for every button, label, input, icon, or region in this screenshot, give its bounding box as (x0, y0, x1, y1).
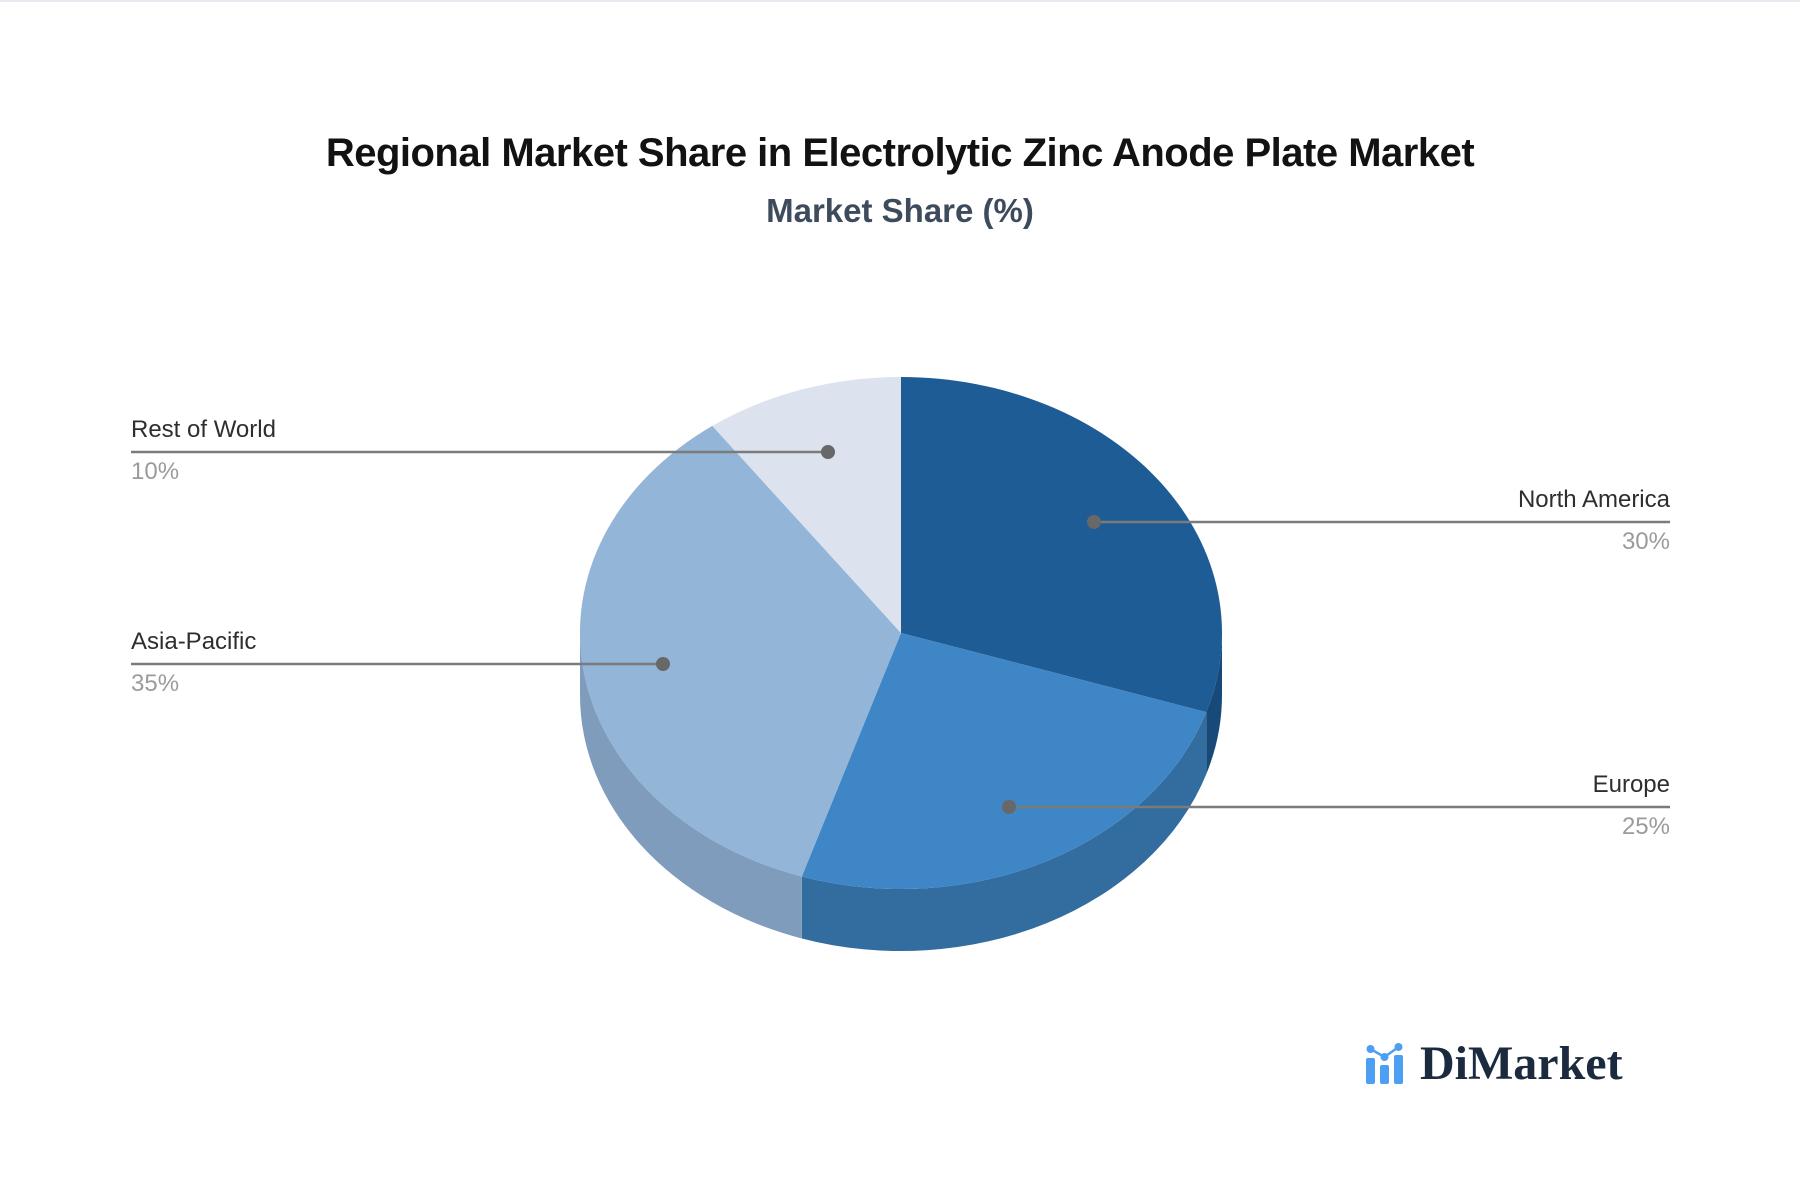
value-north-america: 30% (1621, 528, 1670, 555)
pie-slice-side-asia-pacific (580, 633, 802, 939)
pie-slice-north-america[interactable] (901, 377, 1223, 713)
leader-dot-rest-of-world (821, 445, 835, 459)
label-asia-pacific: Asia-Pacific (131, 628, 257, 655)
bar-chart-icon (1366, 1043, 1403, 1084)
pie-slice-rest-of-world[interactable] (712, 377, 901, 633)
leader-dot-europe (1002, 800, 1016, 814)
pie-slice-asia-pacific[interactable] (579, 425, 901, 877)
dimarket-logo: DiMarket (1363, 1037, 1623, 1090)
value-asia-pacific: 35% (131, 670, 180, 697)
pie-slice-side-north-america (1206, 633, 1222, 775)
leader-dot-asia-pacific (656, 657, 670, 671)
label-rest-of-world: Rest of World (131, 416, 276, 443)
value-rest-of-world: 10% (131, 458, 180, 485)
label-europe: Europe (1592, 771, 1670, 798)
pie-slice-side-europe (801, 712, 1207, 952)
logo-text: DiMarket (1420, 1037, 1623, 1090)
label-north-america: North America (1517, 486, 1670, 513)
page-top-border (0, 0, 1800, 2)
pie-slice-europe[interactable] (801, 633, 1207, 890)
chart-subtitle: Market Share (%) (766, 192, 1034, 229)
leader-dot-north-america (1087, 515, 1101, 529)
chart-title: Regional Market Share in Electrolytic Zi… (325, 131, 1475, 175)
value-europe: 25% (1621, 813, 1670, 840)
